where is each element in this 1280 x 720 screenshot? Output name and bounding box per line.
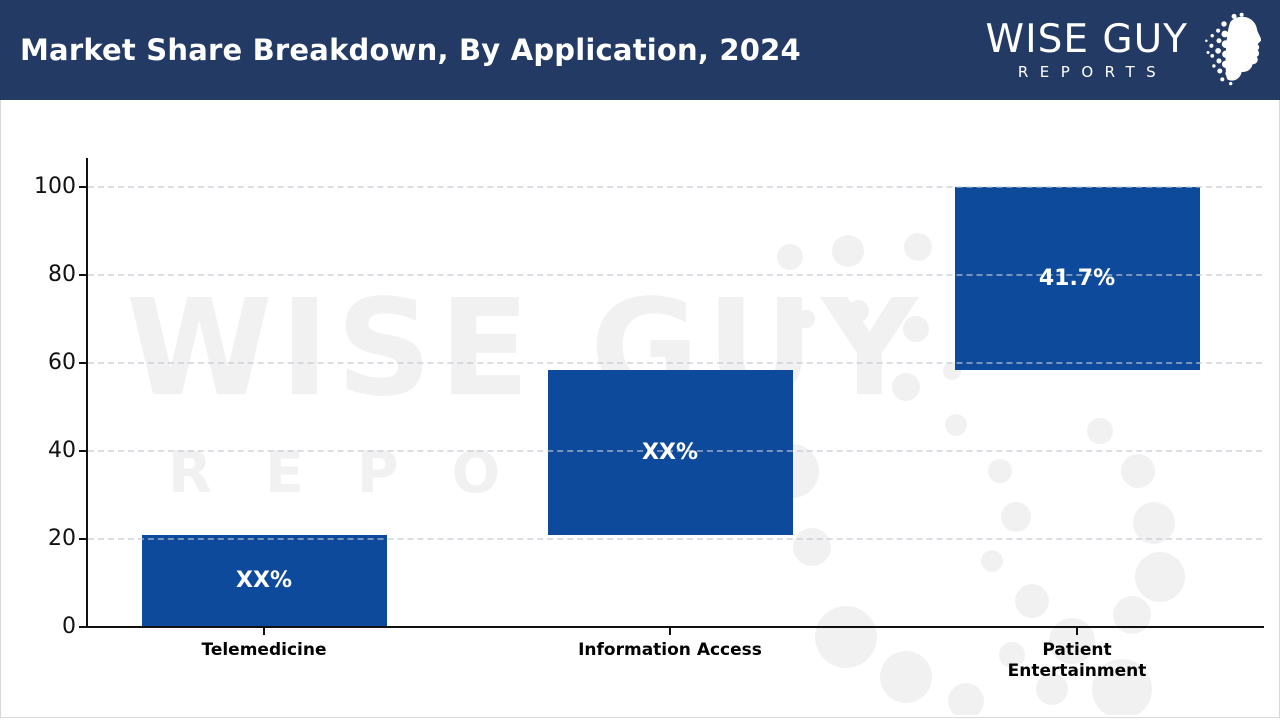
y-tick-label: 0 xyxy=(62,614,76,639)
brand-logo: WISE GUY REPORTS xyxy=(986,7,1280,93)
logo-subtext: REPORTS xyxy=(1017,63,1168,81)
bar-value-label: XX% xyxy=(236,567,292,593)
waterfall-bar xyxy=(141,534,387,627)
page-title: Market Share Breakdown, By Application, … xyxy=(20,33,801,67)
waterfall-bar xyxy=(954,187,1200,371)
y-tick-label: 20 xyxy=(48,526,76,551)
x-tick-mark xyxy=(1076,628,1078,635)
y-tick-mark xyxy=(79,538,87,540)
x-tick-mark xyxy=(263,628,265,635)
header-bar: Market Share Breakdown, By Application, … xyxy=(0,0,1280,100)
gridline xyxy=(88,538,1262,540)
logo-wordmark-block: WISE GUY REPORTS xyxy=(985,17,1188,82)
gridline xyxy=(88,186,1262,188)
y-tick-label: 60 xyxy=(48,350,76,375)
x-category-label: Patient Entertainment xyxy=(1007,640,1147,681)
y-tick-mark xyxy=(79,450,87,452)
logo-face-icon xyxy=(1205,12,1262,86)
bar-value-label: XX% xyxy=(642,439,698,465)
x-tick-mark xyxy=(669,628,671,635)
x-category-label: Telemedicine xyxy=(201,640,327,660)
waterfall-bar xyxy=(547,370,793,535)
logo-wordmark: WISE GUY xyxy=(985,17,1188,62)
gridline xyxy=(88,274,1262,276)
y-tick-label: 40 xyxy=(48,438,76,463)
x-axis-line xyxy=(86,626,1264,628)
y-tick-label: 100 xyxy=(34,174,76,199)
x-category-label: Information Access xyxy=(578,640,762,660)
watermark-face-icon xyxy=(770,233,1185,715)
y-tick-mark xyxy=(79,626,87,628)
y-axis-line xyxy=(86,158,88,628)
bar-value-label: 41.7% xyxy=(1038,265,1116,291)
gridline xyxy=(88,450,1262,452)
y-tick-mark xyxy=(79,274,87,276)
y-tick-mark xyxy=(79,362,87,364)
y-tick-label: 80 xyxy=(48,262,76,287)
gridline xyxy=(88,362,1262,364)
y-tick-mark xyxy=(79,186,87,188)
